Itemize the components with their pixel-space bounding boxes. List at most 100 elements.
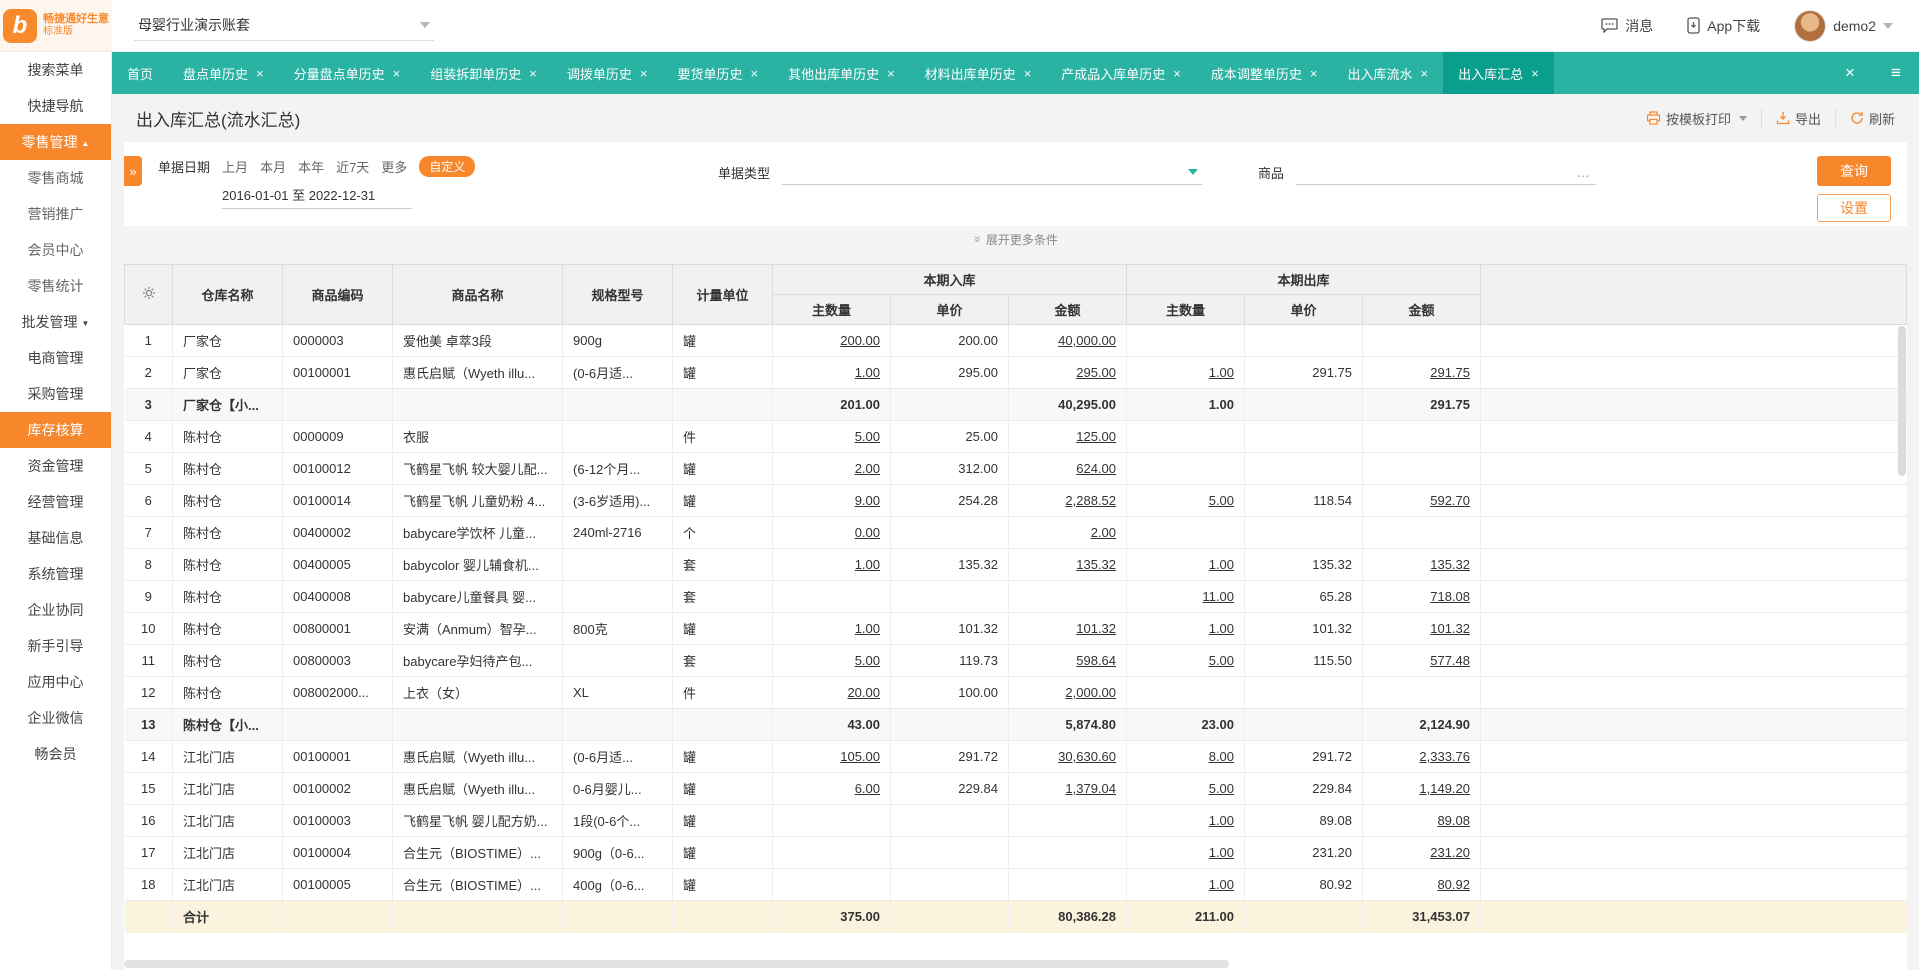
- drilldown-link[interactable]: 1.00: [1208, 557, 1234, 572]
- sidebar-item-enterprise-collab[interactable]: 企业协同: [0, 592, 111, 628]
- col-header-out-price[interactable]: 单价: [1244, 294, 1363, 325]
- drilldown-link[interactable]: 1.00: [854, 621, 880, 636]
- tab-盘点单历史[interactable]: 盘点单历史 ×: [168, 52, 279, 94]
- table-row[interactable]: 8 陈村仓 00400005 babycolor 婴儿辅食机... 套 1.00 135.3…: [124, 548, 1907, 581]
- col-header-in-qty[interactable]: 主数量: [772, 294, 891, 325]
- table-row[interactable]: 4 陈村仓 0000009 衣服 件 5.00 25.00 125.00: [124, 420, 1907, 453]
- drilldown-link[interactable]: 598.64: [1076, 653, 1116, 668]
- sidebar-item-purchase-mgmt[interactable]: 采购管理: [0, 376, 111, 412]
- horizontal-scrollbar[interactable]: [124, 960, 1907, 968]
- tab-出入库汇总[interactable]: 出入库汇总 ×: [1443, 52, 1554, 94]
- sidebar-item-basic-info[interactable]: 基础信息: [0, 520, 111, 556]
- drilldown-link[interactable]: 295.00: [1076, 365, 1116, 380]
- collapse-filter-button[interactable]: »: [124, 156, 142, 186]
- drilldown-link[interactable]: 2,288.52: [1065, 493, 1116, 508]
- col-header-warehouse[interactable]: 仓库名称: [172, 264, 283, 325]
- sidebar-item-ecommerce-mgmt[interactable]: 电商管理: [0, 340, 111, 376]
- tab-list-menu-button[interactable]: ≡: [1873, 52, 1919, 94]
- drilldown-link[interactable]: 40,000.00: [1058, 333, 1116, 348]
- drilldown-link[interactable]: 135.32: [1430, 557, 1470, 572]
- drilldown-link[interactable]: 1.00: [1208, 365, 1234, 380]
- drilldown-link[interactable]: 5.00: [1208, 781, 1234, 796]
- sidebar-item-operation-mgmt[interactable]: 经营管理: [0, 484, 111, 520]
- drilldown-link[interactable]: 1.00: [1208, 845, 1234, 860]
- subtotal-row[interactable]: 3 厂家仓【小... 201.00 40,295.00 1.00 291.75: [124, 388, 1907, 421]
- sidebar-item-member-center[interactable]: 会员中心: [0, 232, 111, 268]
- drilldown-link[interactable]: 101.32: [1076, 621, 1116, 636]
- scrollbar-thumb[interactable]: [1898, 326, 1906, 476]
- col-header-in-amount[interactable]: 金额: [1008, 294, 1127, 325]
- quick-date-more[interactable]: 更多: [381, 160, 408, 175]
- tab-其他出库单历史[interactable]: 其他出库单历史 ×: [773, 52, 910, 94]
- col-header-unit[interactable]: 计量单位: [672, 264, 773, 325]
- drilldown-link[interactable]: 125.00: [1076, 429, 1116, 444]
- app-download-button[interactable]: App下载: [1687, 16, 1760, 36]
- drilldown-link[interactable]: 1,379.04: [1065, 781, 1116, 796]
- close-tab-icon[interactable]: ×: [887, 65, 895, 81]
- close-all-tabs-button[interactable]: ×: [1827, 52, 1873, 94]
- query-button[interactable]: 查询: [1817, 156, 1891, 186]
- close-tab-icon[interactable]: ×: [529, 65, 537, 81]
- sidebar-item-chang-member[interactable]: 畅会员: [0, 736, 111, 772]
- table-row[interactable]: 9 陈村仓 00400008 babycare儿童餐具 婴... 套 11.00 65.28…: [124, 580, 1907, 613]
- table-row[interactable]: 6 陈村仓 00100014 飞鹤星飞帆 儿童奶粉 4... (3-6岁适用)... 罐 9…: [124, 484, 1907, 517]
- drilldown-link[interactable]: 718.08: [1430, 589, 1470, 604]
- col-header-in-price[interactable]: 单价: [890, 294, 1009, 325]
- drilldown-link[interactable]: 89.08: [1437, 813, 1470, 828]
- drilldown-link[interactable]: 2.00: [854, 461, 880, 476]
- drilldown-link[interactable]: 80.92: [1437, 877, 1470, 892]
- tab-材料出库单历史[interactable]: 材料出库单历史 ×: [910, 52, 1047, 94]
- refresh-button[interactable]: 刷新: [1836, 109, 1895, 128]
- table-row[interactable]: 11 陈村仓 00800003 babycare孕妇待产包... 套 5.00 119.73…: [124, 644, 1907, 677]
- drilldown-link[interactable]: 1.00: [1208, 877, 1234, 892]
- tab-产成品入库单历史[interactable]: 产成品入库单历史 ×: [1046, 52, 1196, 94]
- close-tab-icon[interactable]: ×: [639, 65, 648, 81]
- table-row[interactable]: 17 江北门店 00100004 合生元（BIOSTIME）... 900g（0-6..…: [124, 836, 1907, 869]
- quick-date-this-year[interactable]: 本年: [298, 160, 325, 175]
- drilldown-link[interactable]: 105.00: [840, 749, 880, 764]
- drilldown-link[interactable]: 577.48: [1430, 653, 1470, 668]
- subtotal-row[interactable]: 13 陈村仓【小... 43.00 5,874.80 23.00 2,124.90: [124, 708, 1907, 741]
- col-header-code[interactable]: 商品编码: [282, 264, 393, 325]
- quick-date-last-month[interactable]: 上月: [222, 160, 249, 175]
- sidebar-item-system-mgmt[interactable]: 系统管理: [0, 556, 111, 592]
- drilldown-link[interactable]: 592.70: [1430, 493, 1470, 508]
- drilldown-link[interactable]: 9.00: [854, 493, 880, 508]
- drilldown-link[interactable]: 5.00: [1208, 493, 1234, 508]
- sidebar-item-funds-mgmt[interactable]: 资金管理: [0, 448, 111, 484]
- quick-date-last-7-days[interactable]: 近7天: [336, 160, 370, 175]
- close-tab-icon[interactable]: ×: [1531, 65, 1539, 81]
- product-picker[interactable]: …: [1296, 159, 1597, 185]
- tab-调拨单历史[interactable]: 调拨单历史 ×: [552, 52, 663, 94]
- col-header-out-qty[interactable]: 主数量: [1126, 294, 1245, 325]
- table-row[interactable]: 15 江北门店 00100002 惠氏启赋（Wyeth illu... 0-6月婴儿..…: [124, 772, 1907, 805]
- drilldown-link[interactable]: 231.20: [1430, 845, 1470, 860]
- drilldown-link[interactable]: 1.00: [854, 365, 880, 380]
- tab-出入库流水[interactable]: 出入库流水 ×: [1333, 52, 1444, 94]
- drilldown-link[interactable]: 0.00: [854, 525, 880, 540]
- drilldown-link[interactable]: 101.32: [1430, 621, 1470, 636]
- close-tab-icon[interactable]: ×: [750, 65, 759, 81]
- tab-组装拆卸单历史[interactable]: 组装拆卸单历史 ×: [415, 52, 552, 94]
- close-tab-icon[interactable]: ×: [1023, 65, 1032, 81]
- scrollbar-thumb[interactable]: [124, 960, 1230, 968]
- drilldown-link[interactable]: 20.00: [847, 685, 880, 700]
- drilldown-link[interactable]: 30,630.60: [1058, 749, 1116, 764]
- drilldown-link[interactable]: 6.00: [854, 781, 880, 796]
- drilldown-link[interactable]: 1.00: [1208, 621, 1234, 636]
- sidebar-item-quick-nav[interactable]: 快捷导航: [0, 88, 111, 124]
- tab-首页[interactable]: 首页: [112, 52, 168, 94]
- column-settings-button[interactable]: [124, 264, 173, 325]
- table-row[interactable]: 2 厂家仓 00100001 惠氏启赋（Wyeth illu... (0-6月适... 罐…: [124, 356, 1907, 389]
- table-row[interactable]: 7 陈村仓 00400002 babycare学饮杯 儿童... 240ml-2716 个…: [124, 516, 1907, 549]
- close-tab-icon[interactable]: ×: [1173, 65, 1181, 81]
- close-tab-icon[interactable]: ×: [256, 65, 264, 81]
- quick-date-this-month[interactable]: 本月: [260, 160, 287, 175]
- drilldown-link[interactable]: 5.00: [1208, 653, 1234, 668]
- tab-要货单历史[interactable]: 要货单历史 ×: [662, 52, 773, 94]
- drilldown-link[interactable]: 8.00: [1208, 749, 1234, 764]
- account-select[interactable]: 母婴行业演示账套: [134, 11, 434, 41]
- total-row[interactable]: 合计 375.00 80,386.28 211.00 31,453.07: [124, 900, 1907, 933]
- close-tab-icon[interactable]: ×: [1420, 65, 1429, 81]
- table-row[interactable]: 5 陈村仓 00100012 飞鹤星飞帆 较大婴儿配... (6-12个月... 罐 2.0…: [124, 452, 1907, 485]
